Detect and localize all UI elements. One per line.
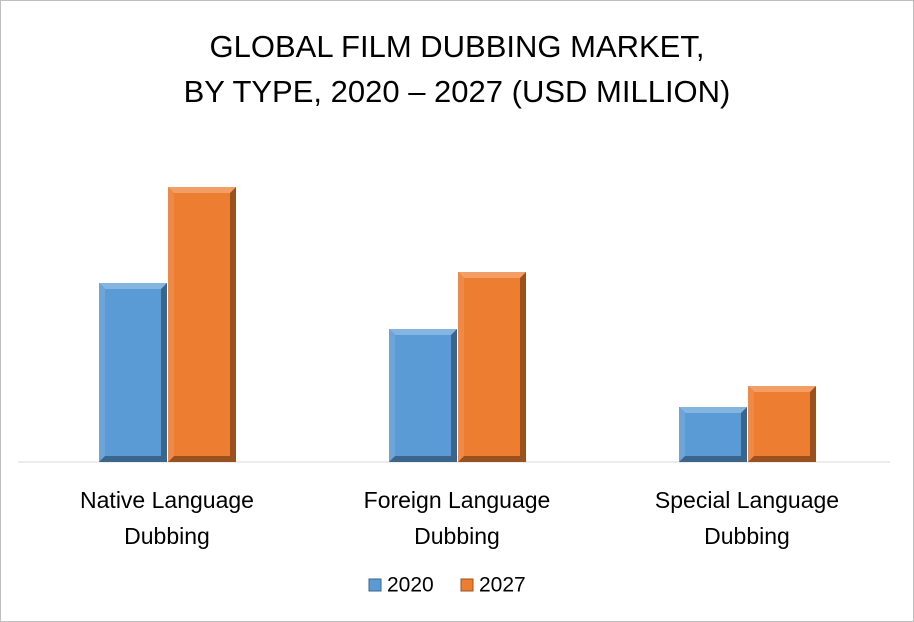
legend-swatch: [368, 578, 382, 592]
x-tick-label: Native Language Dubbing: [80, 487, 254, 549]
bar-face: [395, 335, 451, 456]
bar-face: [685, 413, 741, 456]
bar-bevel: [458, 272, 526, 278]
bar-bevel: [389, 329, 395, 462]
bar-bevel: [168, 187, 236, 193]
bar-bevel: [748, 386, 754, 462]
bar-bevel: [458, 272, 464, 462]
bar-face: [464, 278, 520, 456]
bar-bevel: [99, 283, 167, 289]
bar-bevel: [679, 407, 685, 462]
legend-swatch: [460, 578, 474, 592]
bar-face: [754, 392, 810, 456]
x-tick-label: Foreign Language Dubbing: [363, 487, 551, 549]
chart-title: GLOBAL FILM DUBBING MARKET,: [210, 29, 705, 64]
bar-bevel: [389, 329, 457, 335]
bar-bevel: [168, 187, 174, 462]
bar-bevel: [748, 386, 816, 392]
bar-face: [105, 289, 161, 456]
bar-face: [174, 193, 230, 456]
legend-label: 2020: [387, 574, 434, 597]
x-tick-label: Special Language Dubbing: [654, 487, 840, 549]
legend-label: 2027: [479, 574, 526, 597]
bar-bevel: [99, 283, 105, 462]
chart-title: BY TYPE, 2020 – 2027 (USD MILLION): [184, 74, 731, 109]
bar-bevel: [679, 407, 747, 413]
